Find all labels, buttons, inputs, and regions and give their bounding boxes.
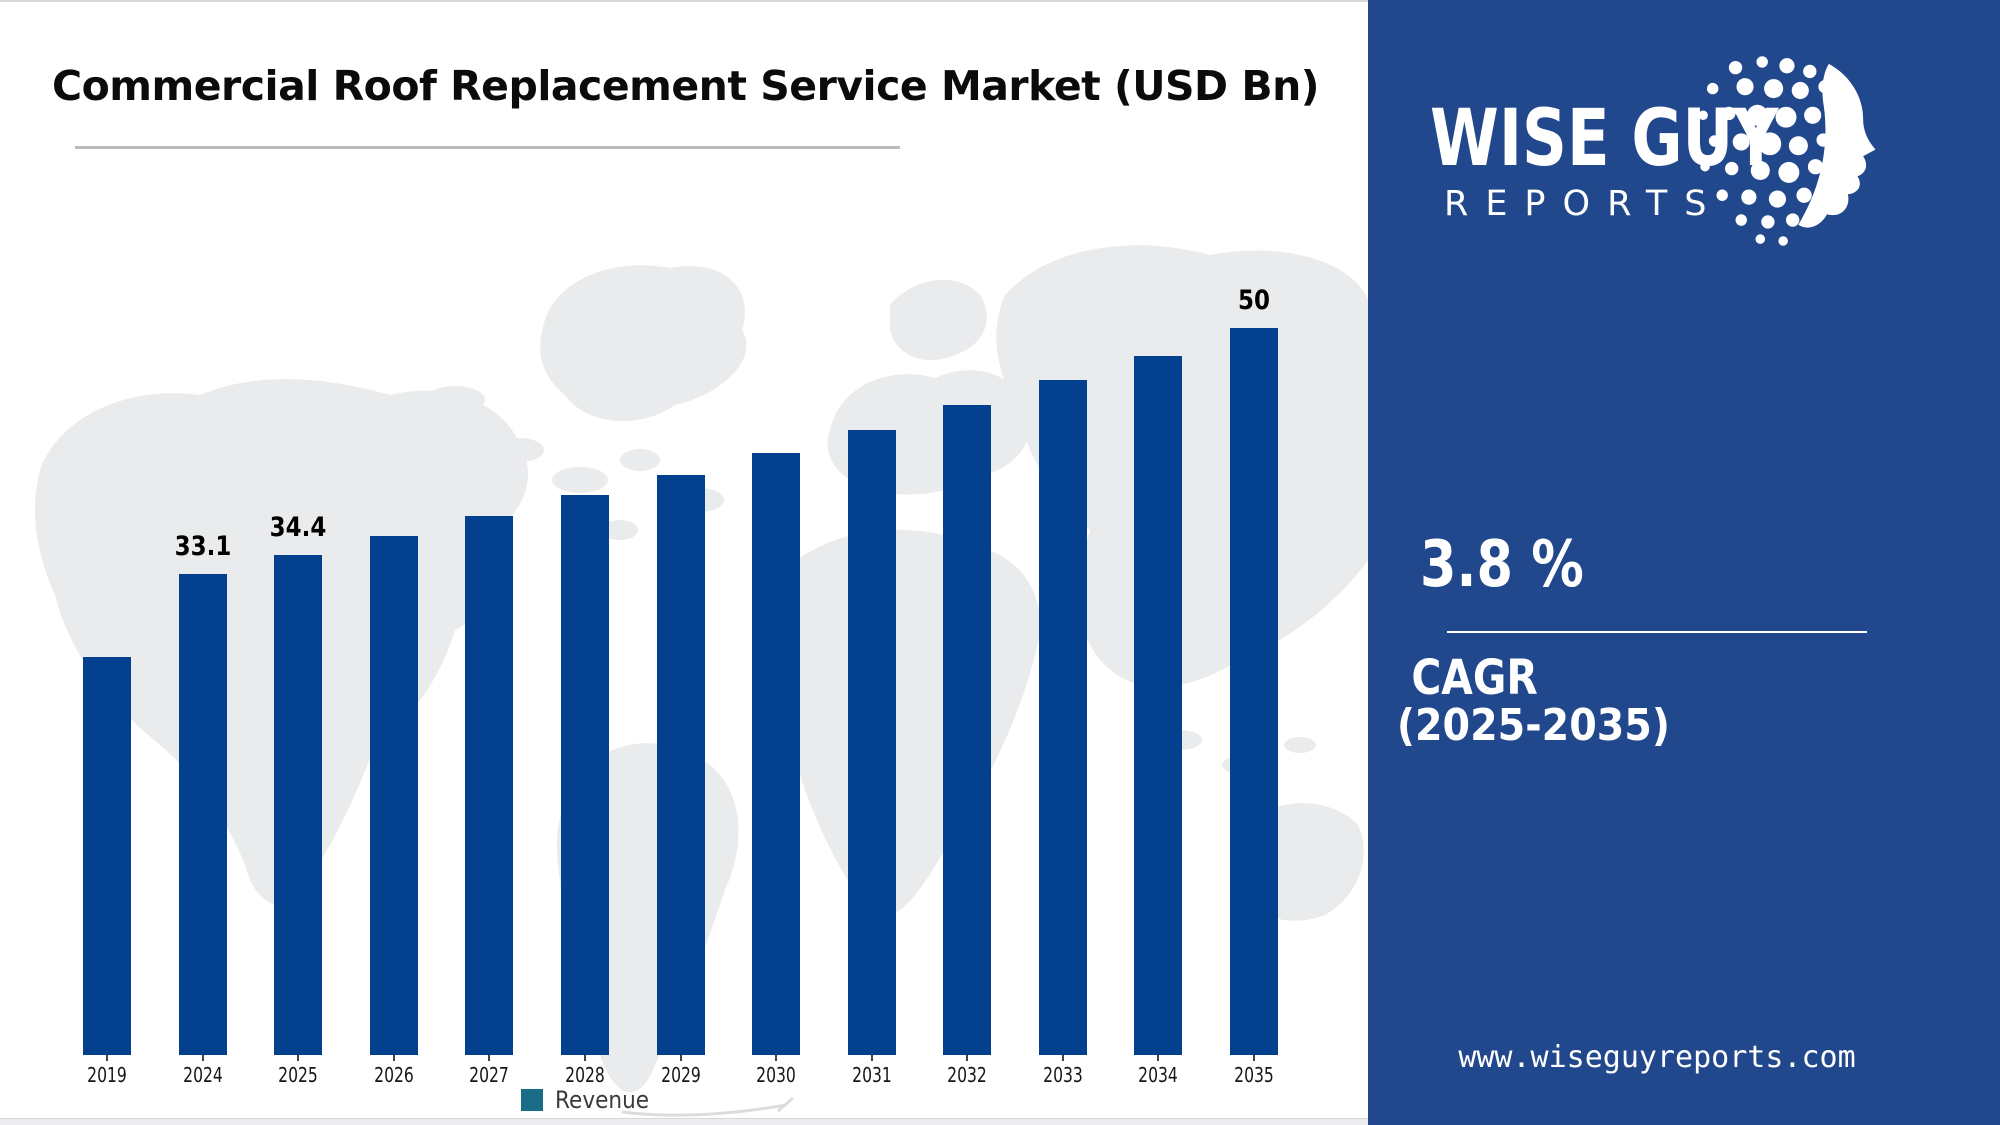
legend-swatch-revenue — [521, 1089, 543, 1111]
x-tick-label-2028: 2028 — [565, 1063, 605, 1087]
x-tick-label-2025: 2025 — [278, 1063, 319, 1087]
x-tick-label-2026: 2026 — [373, 1063, 414, 1087]
x-tick — [1157, 1055, 1160, 1061]
bar-2033 — [1038, 380, 1087, 1055]
x-tick-label-2030: 2030 — [756, 1063, 796, 1087]
x-axis: 2019 2024 2025 2026 2027 2028 2029 2030 2031 2032… — [0, 1055, 1368, 1100]
x-tick — [392, 1055, 395, 1061]
bar-2034 — [1134, 356, 1183, 1055]
legend: Revenue — [521, 1086, 660, 1114]
x-tick — [583, 1055, 586, 1061]
x-tick-label-2034: 2034 — [1138, 1063, 1179, 1087]
cagr-value: 3.8 % — [1420, 528, 1584, 602]
x-tick — [488, 1055, 491, 1061]
top-border-line — [0, 0, 1368, 2]
x-tick — [201, 1055, 204, 1061]
bar-value-label-2025: 34.4 — [269, 512, 327, 543]
bar-2028 — [560, 495, 609, 1055]
bar-2029 — [656, 475, 705, 1055]
cagr-divider — [1447, 631, 1867, 633]
x-tick — [679, 1055, 682, 1061]
bar-2030 — [752, 453, 801, 1055]
x-tick — [966, 1055, 969, 1061]
chart-title: Commercial Roof Replacement Service Mark… — [52, 62, 1320, 111]
logo-wise-guy-text: WISE GUY — [1430, 94, 1779, 184]
chart-panel: Commercial Roof Replacement Service Mark… — [0, 0, 1368, 1125]
bar-2032 — [943, 405, 992, 1055]
bar-2024 — [178, 574, 227, 1055]
x-tick — [1061, 1055, 1064, 1061]
cagr-period: (2025-2035) — [1396, 700, 1670, 751]
x-tick-label-2032: 2032 — [947, 1063, 988, 1087]
bar-2035 — [1230, 328, 1278, 1055]
title-divider — [75, 146, 900, 149]
bar-value-label-2035: 50 — [1238, 285, 1270, 316]
x-tick-label-2033: 2033 — [1042, 1063, 1083, 1087]
legend-label: Revenue — [555, 1086, 650, 1114]
website-url: www.wiseguyreports.com — [1458, 1040, 1856, 1075]
bar-value-label-2024: 33.1 — [174, 531, 231, 562]
x-tick — [106, 1055, 108, 1061]
x-tick-label-2031: 2031 — [851, 1063, 892, 1087]
bar-2031 — [847, 430, 896, 1055]
bar-2019 — [83, 657, 131, 1055]
bar-2026 — [369, 536, 418, 1055]
wise-guy-head-icon — [1698, 56, 1876, 246]
bar-2027 — [465, 516, 514, 1055]
x-tick — [775, 1055, 778, 1061]
x-tick — [297, 1055, 300, 1061]
x-tick-label-2027: 2027 — [469, 1063, 510, 1087]
x-tick — [870, 1055, 873, 1061]
bar-plot: 33.1 34.4 50 — [83, 285, 1278, 1055]
cagr-label: CAGR — [1411, 650, 1538, 706]
x-tick-label-2035: 2035 — [1234, 1063, 1274, 1087]
x-tick-label-2024: 2024 — [182, 1063, 223, 1087]
sidebar: WISE GUY REPORTS 3.8 % CAGR (2025-2035) … — [1368, 0, 2000, 1125]
bottom-strip — [0, 1118, 1368, 1125]
x-tick — [1253, 1055, 1255, 1061]
x-tick-label-2029: 2029 — [660, 1063, 701, 1087]
bar-2025 — [274, 555, 323, 1055]
logo-reports-text: REPORTS — [1444, 184, 1724, 224]
x-tick-label-2019: 2019 — [87, 1063, 127, 1087]
